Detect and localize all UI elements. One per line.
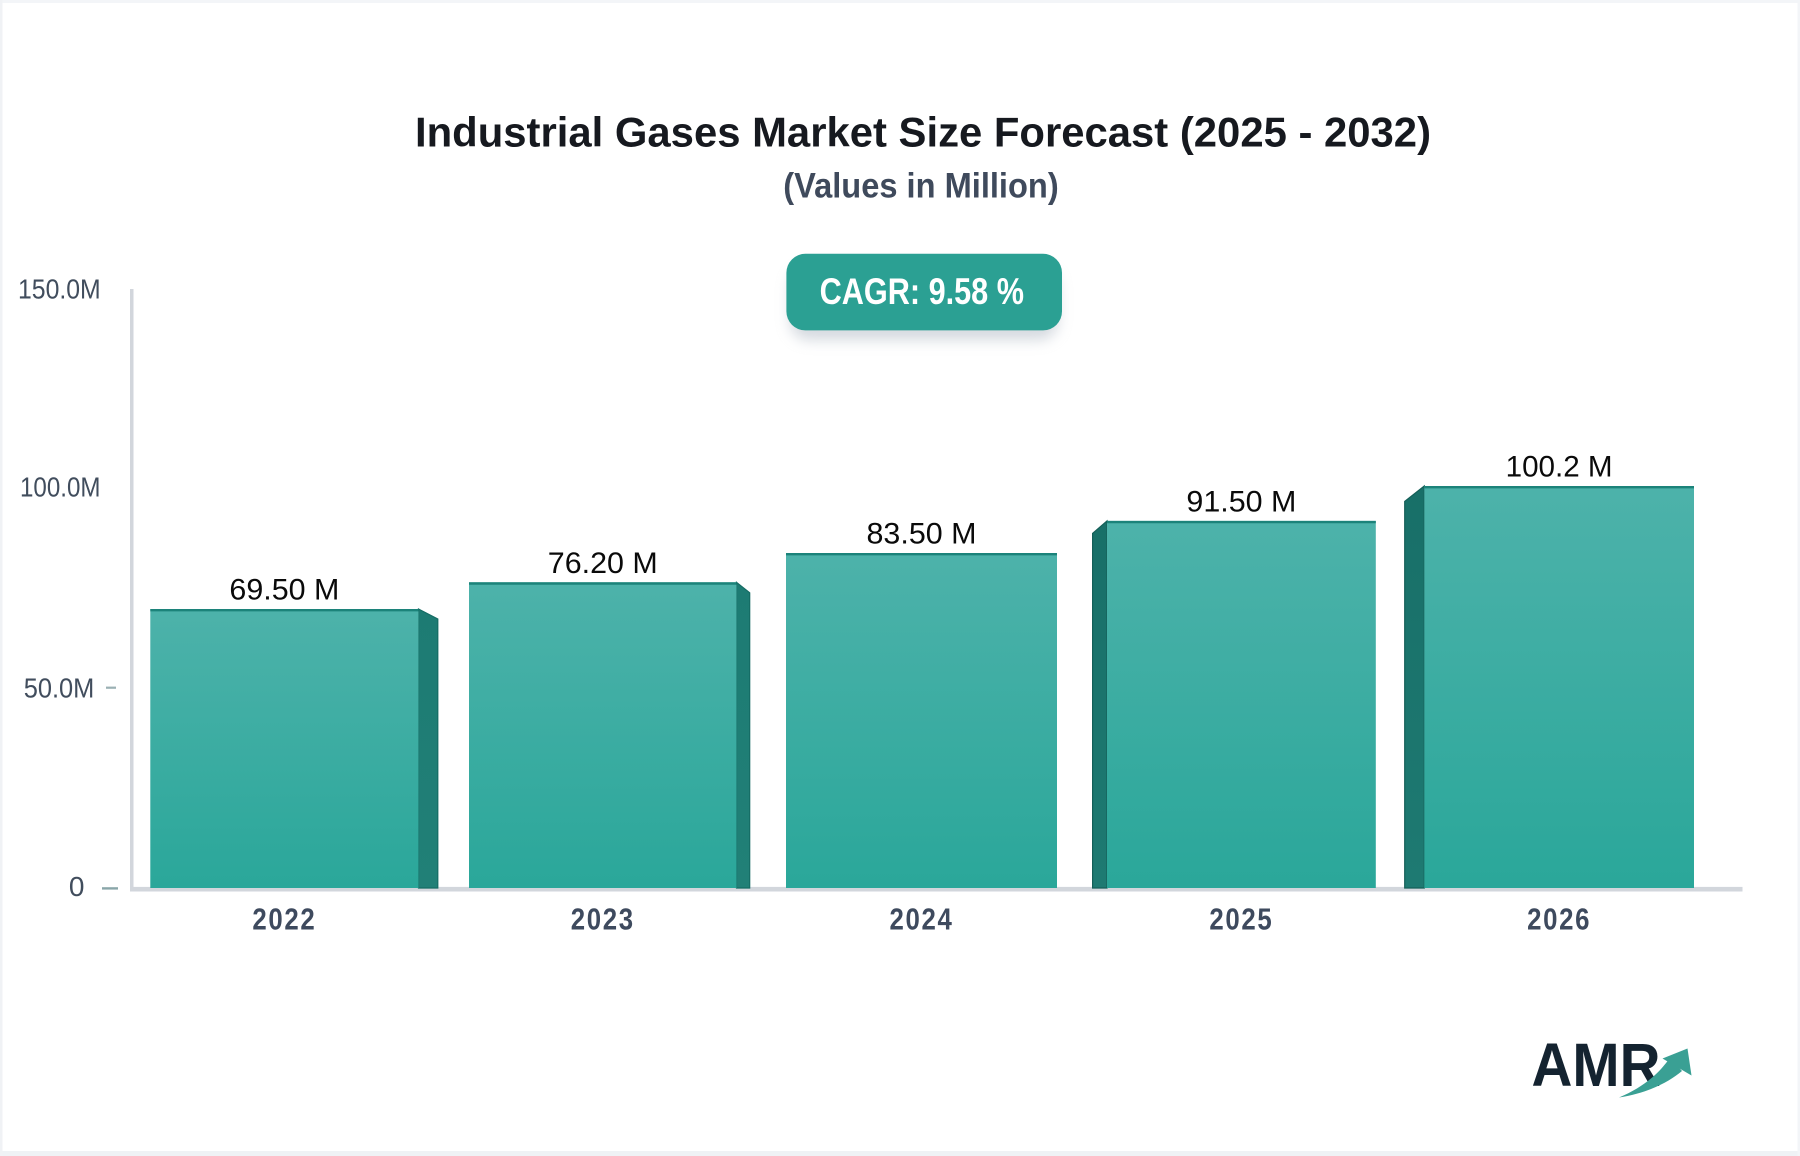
- svg-text:69.50 M: 69.50 M: [229, 574, 339, 607]
- svg-text:CAGR: 9.58 %: CAGR: 9.58 %: [820, 271, 1024, 312]
- svg-text:91.50 M: 91.50 M: [1186, 486, 1296, 519]
- svg-text:2022: 2022: [252, 902, 316, 937]
- svg-text:2026: 2026: [1527, 902, 1591, 937]
- svg-text:2025: 2025: [1209, 902, 1273, 937]
- svg-text:(Values in Million): (Values in Million): [783, 166, 1058, 206]
- svg-text:2024: 2024: [890, 902, 954, 937]
- svg-text:100.2 M: 100.2 M: [1506, 451, 1613, 484]
- svg-text:100.0M: 100.0M: [20, 471, 101, 502]
- svg-text:150.0M: 150.0M: [18, 273, 101, 304]
- svg-text:0: 0: [69, 871, 85, 902]
- svg-text:76.20 M: 76.20 M: [548, 547, 658, 580]
- svg-text:Industrial Gases Market Size F: Industrial Gases Market Size Forecast (2…: [415, 108, 1431, 155]
- svg-text:2023: 2023: [571, 902, 635, 937]
- svg-text:83.50 M: 83.50 M: [867, 518, 977, 551]
- svg-text:50.0M: 50.0M: [24, 673, 95, 704]
